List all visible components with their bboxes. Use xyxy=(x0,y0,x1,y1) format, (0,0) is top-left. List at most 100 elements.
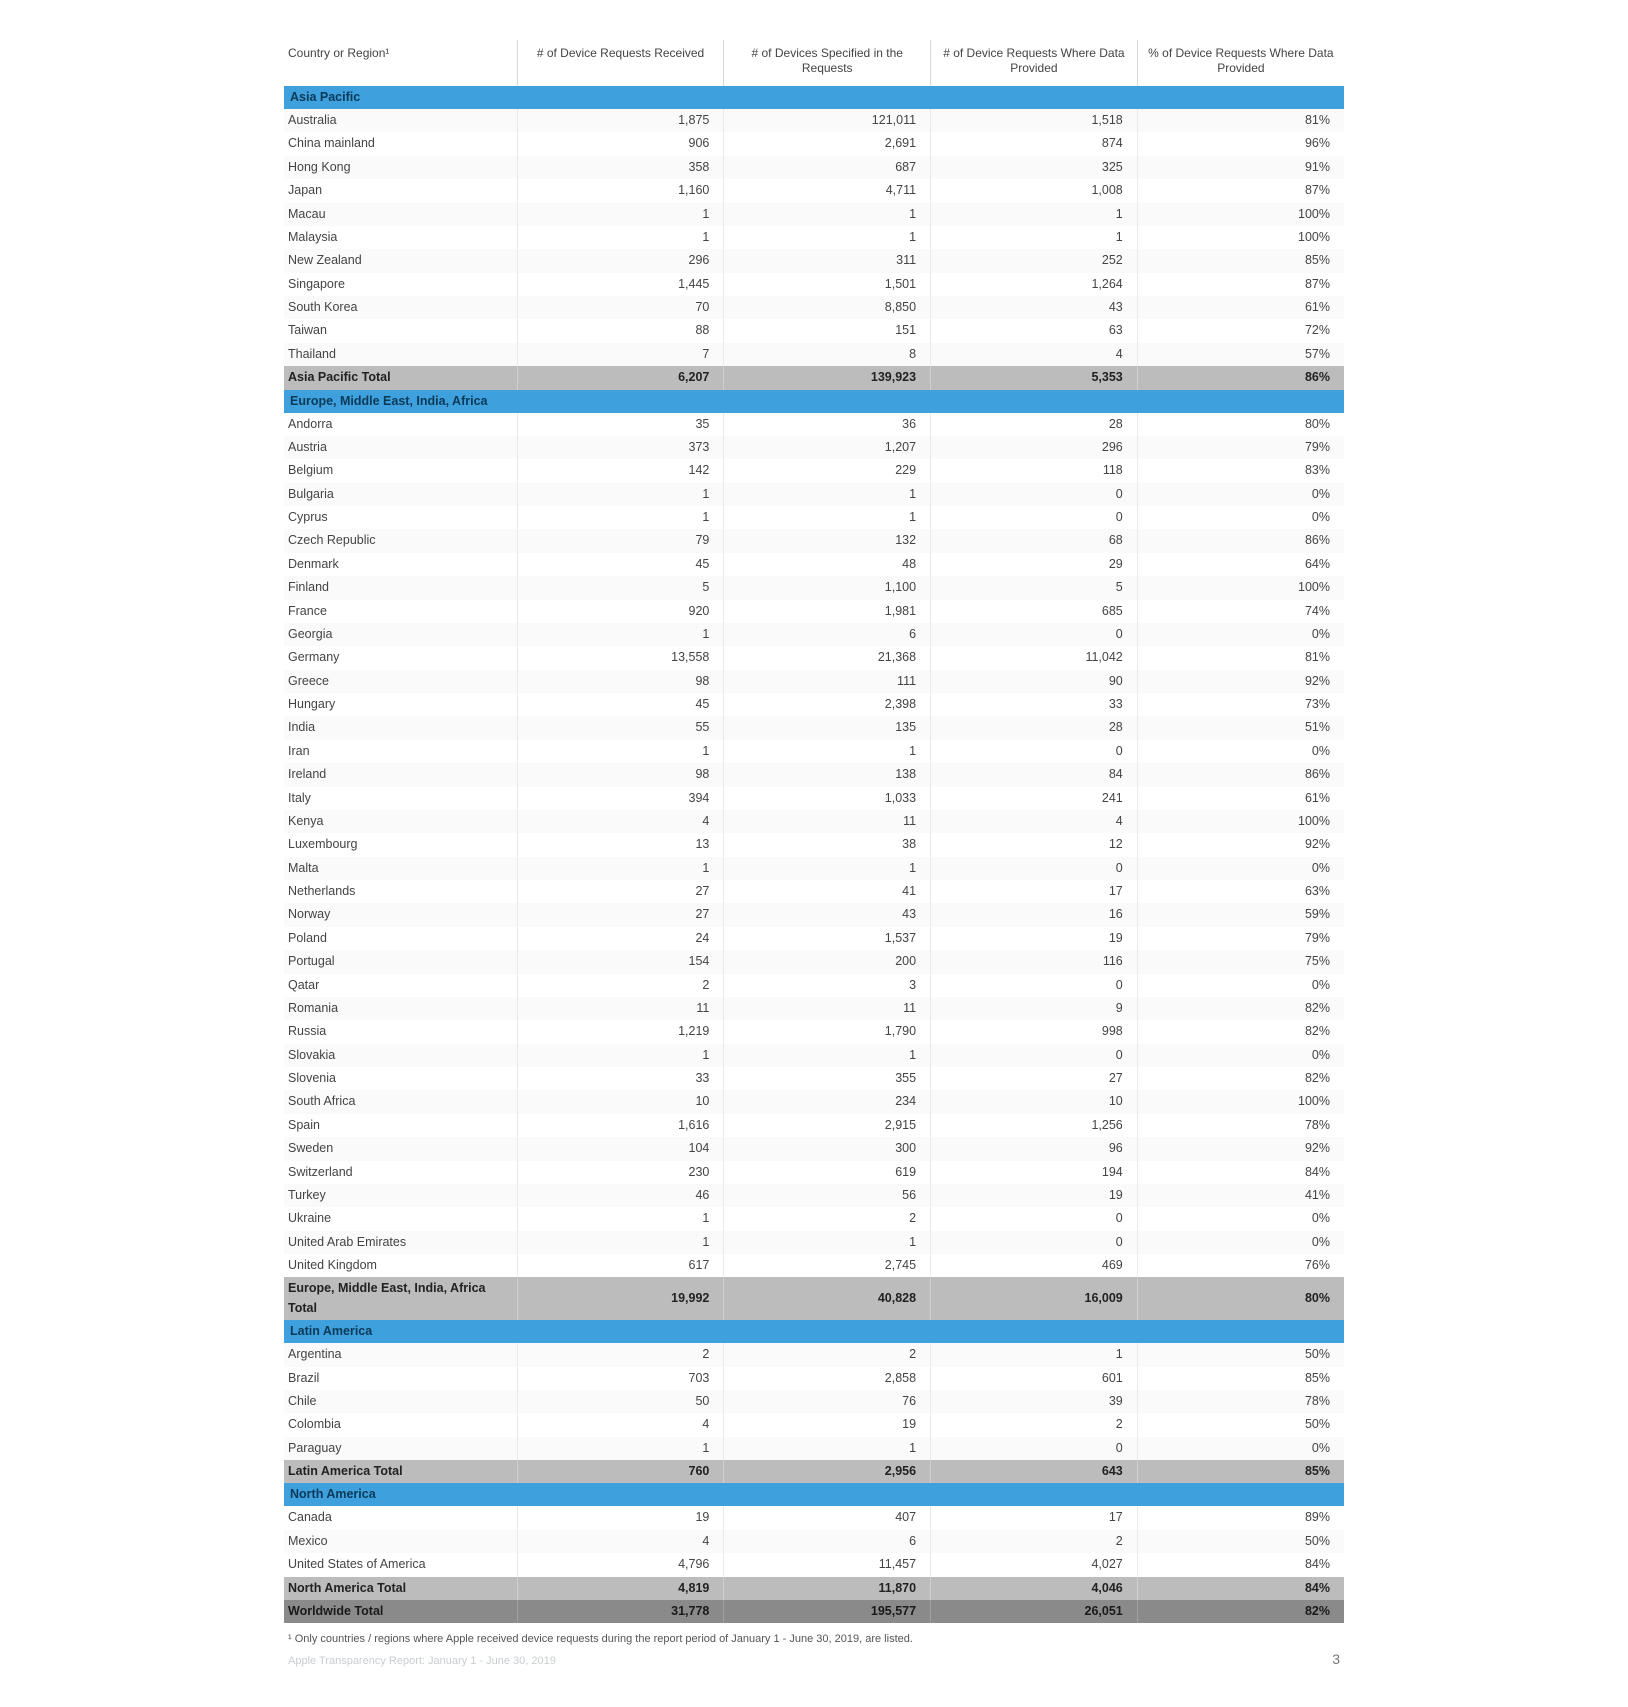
cell-value: 35 xyxy=(517,413,724,436)
cell-value: 82% xyxy=(1137,997,1344,1020)
cell-value: 40,828 xyxy=(724,1277,931,1320)
cell-value: 63% xyxy=(1137,880,1344,903)
region-name: Asia Pacific xyxy=(284,86,1344,109)
cell-value: 1 xyxy=(517,483,724,506)
cell-value: 1,160 xyxy=(517,179,724,202)
cell-value: 56 xyxy=(724,1184,931,1207)
cell-value: 19 xyxy=(931,1184,1138,1207)
cell-country: Finland xyxy=(284,576,517,599)
cell-value: 70 xyxy=(517,296,724,319)
cell-value: 55 xyxy=(517,716,724,739)
cell-country: United Kingdom xyxy=(284,1254,517,1277)
cell-value: 100% xyxy=(1137,1090,1344,1113)
cell-value: 0 xyxy=(931,740,1138,763)
cell-value: 76% xyxy=(1137,1254,1344,1277)
cell-value: 1 xyxy=(724,1231,931,1254)
region-header-row: Asia Pacific xyxy=(284,86,1344,109)
cell-value: 1 xyxy=(724,226,931,249)
cell-value: 619 xyxy=(724,1161,931,1184)
cell-value: 82% xyxy=(1137,1600,1344,1623)
cell-value: 84 xyxy=(931,763,1138,786)
cell-value: 643 xyxy=(931,1460,1138,1483)
cell-value: 19,992 xyxy=(517,1277,724,1320)
table-row: China mainland9062,69187496% xyxy=(284,132,1344,155)
table-row: Mexico46250% xyxy=(284,1530,1344,1553)
cell-country: Malta xyxy=(284,857,517,880)
cell-value: 4,711 xyxy=(724,179,931,202)
cell-value: 39 xyxy=(931,1390,1138,1413)
cell-value: 98 xyxy=(517,763,724,786)
table-row: Canada194071789% xyxy=(284,1506,1344,1529)
page-number: 3 xyxy=(1332,1651,1340,1667)
cell-value: 48 xyxy=(724,553,931,576)
table-row: Qatar2300% xyxy=(284,974,1344,997)
cell-country: Belgium xyxy=(284,459,517,482)
cell-value: 194 xyxy=(931,1161,1138,1184)
cell-value: 78% xyxy=(1137,1114,1344,1137)
table-row: Australia1,875121,0111,51881% xyxy=(284,109,1344,132)
cell-country: United Arab Emirates xyxy=(284,1231,517,1254)
table-row: Turkey46561941% xyxy=(284,1184,1344,1207)
cell-country: Sweden xyxy=(284,1137,517,1160)
cell-country: Ireland xyxy=(284,763,517,786)
cell-value: 0 xyxy=(931,1207,1138,1230)
cell-value: 78% xyxy=(1137,1390,1344,1413)
cell-value: 0% xyxy=(1137,740,1344,763)
cell-value: 300 xyxy=(724,1137,931,1160)
cell-value: 79% xyxy=(1137,436,1344,459)
cell-value: 1 xyxy=(517,857,724,880)
cell-country: Ukraine xyxy=(284,1207,517,1230)
cell-value: 1 xyxy=(724,1437,931,1460)
cell-value: 1 xyxy=(517,203,724,226)
table-row: Switzerland23061919484% xyxy=(284,1161,1344,1184)
region-header-row: Europe, Middle East, India, Africa xyxy=(284,390,1344,413)
cell-value: 8,850 xyxy=(724,296,931,319)
cell-value: 0% xyxy=(1137,483,1344,506)
cell-value: 100% xyxy=(1137,576,1344,599)
cell-value: 74% xyxy=(1137,600,1344,623)
cell-value: 7 xyxy=(517,343,724,366)
table-row: Greece981119092% xyxy=(284,670,1344,693)
cell-country: Mexico xyxy=(284,1530,517,1553)
cell-value: 1,008 xyxy=(931,179,1138,202)
cell-value: 75% xyxy=(1137,950,1344,973)
cell-value: 252 xyxy=(931,249,1138,272)
cell-value: 89% xyxy=(1137,1506,1344,1529)
cell-country: Malaysia xyxy=(284,226,517,249)
cell-value: 241 xyxy=(931,787,1138,810)
cell-value: 85% xyxy=(1137,1460,1344,1483)
cell-value: 138 xyxy=(724,763,931,786)
table-row: Japan1,1604,7111,00887% xyxy=(284,179,1344,202)
cell-value: 98 xyxy=(517,670,724,693)
cell-country: Thailand xyxy=(284,343,517,366)
cell-value: 1,033 xyxy=(724,787,931,810)
cell-country: Germany xyxy=(284,646,517,669)
cell-value: 80% xyxy=(1137,413,1344,436)
cell-value: 81% xyxy=(1137,646,1344,669)
table-row: Paraguay1100% xyxy=(284,1437,1344,1460)
table-row: Germany13,55821,36811,04281% xyxy=(284,646,1344,669)
cell-value: 0 xyxy=(931,1231,1138,1254)
table-row: Ireland981388486% xyxy=(284,763,1344,786)
cell-country: Brazil xyxy=(284,1367,517,1390)
cell-value: 5 xyxy=(931,576,1138,599)
cell-value: 13,558 xyxy=(517,646,724,669)
region-total-row: North America Total4,81911,8704,04684% xyxy=(284,1577,1344,1600)
cell-value: 36 xyxy=(724,413,931,436)
cell-country: Italy xyxy=(284,787,517,810)
cell-value: 0% xyxy=(1137,1437,1344,1460)
cell-value: 33 xyxy=(931,693,1138,716)
cell-value: 50% xyxy=(1137,1530,1344,1553)
cell-value: 27 xyxy=(931,1067,1138,1090)
cell-value: 12 xyxy=(931,833,1138,856)
cell-country: Canada xyxy=(284,1506,517,1529)
cell-country: Argentina xyxy=(284,1343,517,1366)
cell-value: 8 xyxy=(724,343,931,366)
cell-country: Cyprus xyxy=(284,506,517,529)
cell-value: 1,616 xyxy=(517,1114,724,1137)
cell-value: 46 xyxy=(517,1184,724,1207)
cell-value: 6,207 xyxy=(517,366,724,389)
table-row: Taiwan881516372% xyxy=(284,319,1344,342)
cell-country: Macau xyxy=(284,203,517,226)
cell-value: 28 xyxy=(931,716,1138,739)
